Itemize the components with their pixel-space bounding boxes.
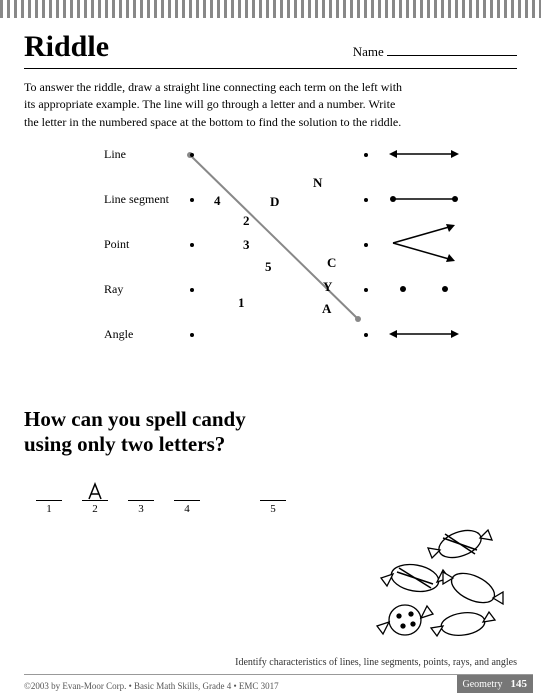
skill-description: Identify characteristics of lines, line … <box>235 657 517 668</box>
copyright-text: ©2003 by Evan-Moor Corp. • Basic Math Sk… <box>24 681 279 691</box>
footer-rule <box>24 674 533 675</box>
name-input-line[interactable] <box>387 55 517 56</box>
answer-slot-4[interactable]: 4 <box>174 482 200 515</box>
page-tab: Geometry 145 <box>457 675 534 693</box>
header-rule <box>24 68 517 69</box>
page-footer: ©2003 by Evan-Moor Corp. • Basic Math Sk… <box>0 674 541 694</box>
mid-D: D <box>270 194 279 210</box>
answer-slot-2[interactable]: 2 <box>82 482 108 515</box>
answer-num-5: 5 <box>260 503 286 515</box>
answer-line-3 <box>128 482 154 501</box>
answer-slot-1[interactable]: 1 <box>36 482 62 515</box>
mid-5: 5 <box>265 259 272 275</box>
mid-4: 4 <box>214 193 221 209</box>
answer-line-4 <box>174 482 200 501</box>
mid-2: 2 <box>243 213 250 229</box>
riddle-question-line1: How can you spell candy <box>24 407 517 432</box>
mid-Y: Y <box>323 279 332 295</box>
answer-slot-5[interactable]: 5 <box>260 482 286 515</box>
handwritten-a-icon <box>86 482 104 500</box>
matching-diagram: Line Line segment Point Ray Angle 4 D N … <box>54 143 517 393</box>
section-label: Geometry <box>463 679 503 690</box>
term-line: Line <box>104 147 126 162</box>
symbol-angle <box>389 223 459 263</box>
name-label: Name <box>353 44 384 59</box>
candy-illustration <box>345 516 515 646</box>
answer-num-2: 2 <box>82 503 108 515</box>
answer-num-4: 4 <box>174 503 200 515</box>
term-point: Point <box>104 237 129 252</box>
term-ray: Ray <box>104 282 123 297</box>
mid-3: 3 <box>243 237 250 253</box>
answer-line-2 <box>82 482 108 501</box>
mid-1: 1 <box>238 295 245 311</box>
name-field: Name <box>353 44 517 60</box>
mid-N: N <box>313 175 322 191</box>
mid-A: A <box>322 301 331 317</box>
symbol-line-two-arrows <box>389 145 459 163</box>
page-content: Riddle Name To answer the riddle, draw a… <box>0 18 541 515</box>
page-title: Riddle <box>24 30 109 64</box>
answer-row: 1 2 3 4 5 <box>36 482 517 515</box>
riddle-question-line2: using only two letters? <box>24 432 517 457</box>
decorative-top-border <box>0 0 541 18</box>
symbol-point <box>389 280 459 298</box>
symbol-ray <box>389 325 459 343</box>
answer-slot-3[interactable]: 3 <box>128 482 154 515</box>
symbol-segment <box>389 190 459 208</box>
page-number: 145 <box>511 678 528 690</box>
instructions-text: To answer the riddle, draw a straight li… <box>24 79 404 131</box>
answer-num-3: 3 <box>128 503 154 515</box>
term-line-segment: Line segment <box>104 192 169 207</box>
answer-num-1: 1 <box>36 503 62 515</box>
header-row: Riddle Name <box>24 30 517 64</box>
answer-line-1 <box>36 482 62 501</box>
riddle-question: How can you spell candy using only two l… <box>24 407 517 457</box>
answer-line-5 <box>260 482 286 501</box>
mid-C: C <box>327 255 336 271</box>
term-angle: Angle <box>104 327 133 342</box>
example-line <box>54 143 514 393</box>
